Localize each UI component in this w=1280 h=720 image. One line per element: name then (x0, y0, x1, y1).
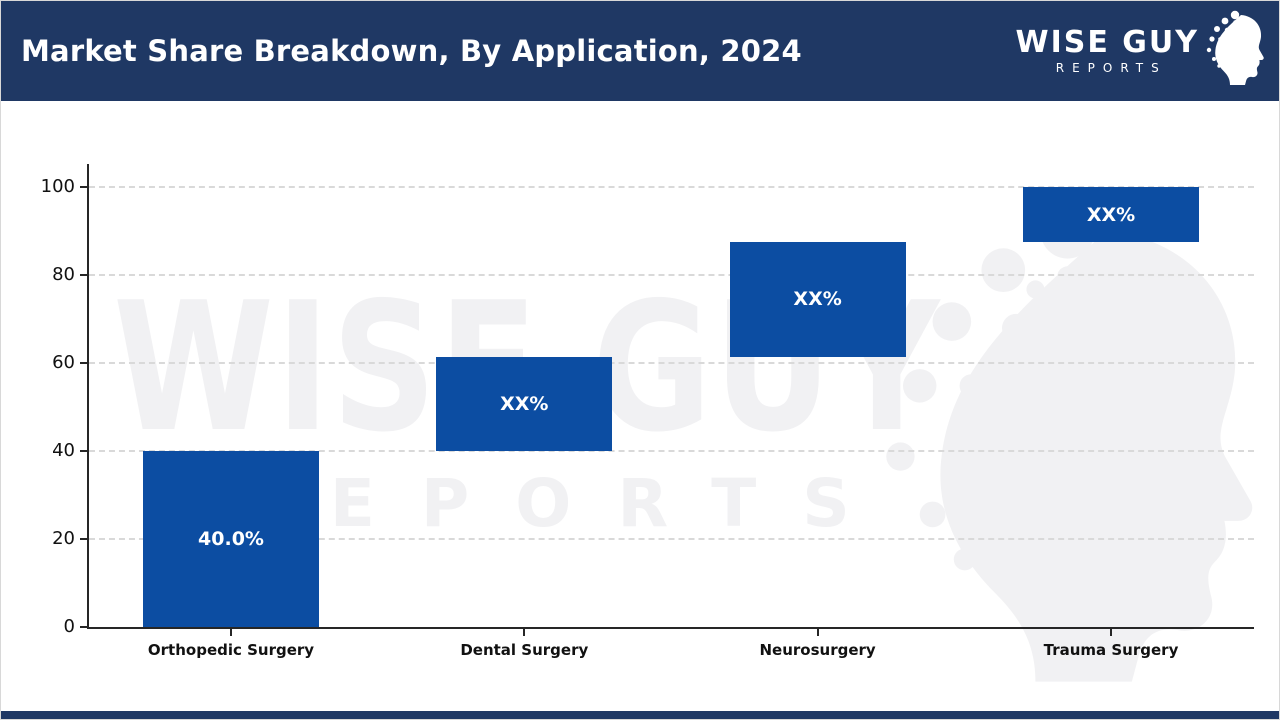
y-axis-tick-label: 40 (52, 440, 75, 461)
y-axis-tick (80, 186, 89, 188)
y-axis-tick-label: 60 (52, 352, 75, 373)
x-axis-tick (816, 629, 819, 636)
header-bar: Market Share Breakdown, By Application, … (1, 1, 1279, 101)
bar-value-label: XX% (1086, 203, 1136, 226)
watermark-line2: REPORTS (233, 465, 896, 542)
gridline (89, 362, 1254, 364)
footer-bar (1, 711, 1279, 719)
brand-logo: WISE GUY REPORTS (1015, 9, 1267, 93)
y-axis-tick-label: 20 (52, 528, 75, 549)
bar-value-label: 40.0% (198, 528, 264, 550)
y-axis-tick-label: 100 (40, 176, 75, 197)
y-axis-line (87, 164, 89, 629)
brand-subname: REPORTS (1055, 61, 1167, 75)
x-axis-category-label: Trauma Surgery (1043, 641, 1179, 659)
y-axis-tick-label: 80 (52, 264, 75, 285)
gridline (89, 274, 1254, 276)
brand-logo-text: WISE GUY REPORTS (1015, 25, 1199, 75)
bar-dental-surgery: XX% (436, 356, 613, 451)
x-axis-category-label: Neurosurgery (759, 641, 876, 659)
bar-value-label: XX% (500, 392, 549, 415)
watermark-head-graphic (886, 204, 1253, 682)
brand-name: WISE GUY (1015, 25, 1199, 60)
y-axis-tick-label: 0 (63, 616, 75, 637)
x-axis-line (87, 627, 1254, 629)
x-axis-category-label: Orthopedic Surgery (147, 641, 315, 659)
page-title: Market Share Breakdown, By Application, … (21, 34, 802, 68)
gridline (89, 186, 1254, 188)
brand-head-icon (1206, 10, 1264, 85)
gridline (89, 450, 1254, 452)
x-axis-tick (1110, 629, 1112, 636)
y-axis-tick (80, 362, 89, 364)
bar-neurosurgery: XX% (729, 242, 906, 357)
x-axis-tick (523, 629, 526, 636)
x-axis-category-label: Dental Surgery (460, 641, 589, 659)
y-axis-tick (80, 626, 89, 628)
y-axis-tick (80, 274, 89, 276)
bar-value-label: XX% (793, 288, 842, 311)
y-axis-tick (80, 450, 89, 452)
x-axis-tick (230, 629, 232, 636)
y-axis-tick (80, 538, 89, 540)
bar-trauma-surgery: XX% (1023, 187, 1199, 242)
bar-orthopedic-surgery: 40.0% (143, 451, 319, 627)
gridline (89, 538, 1254, 540)
